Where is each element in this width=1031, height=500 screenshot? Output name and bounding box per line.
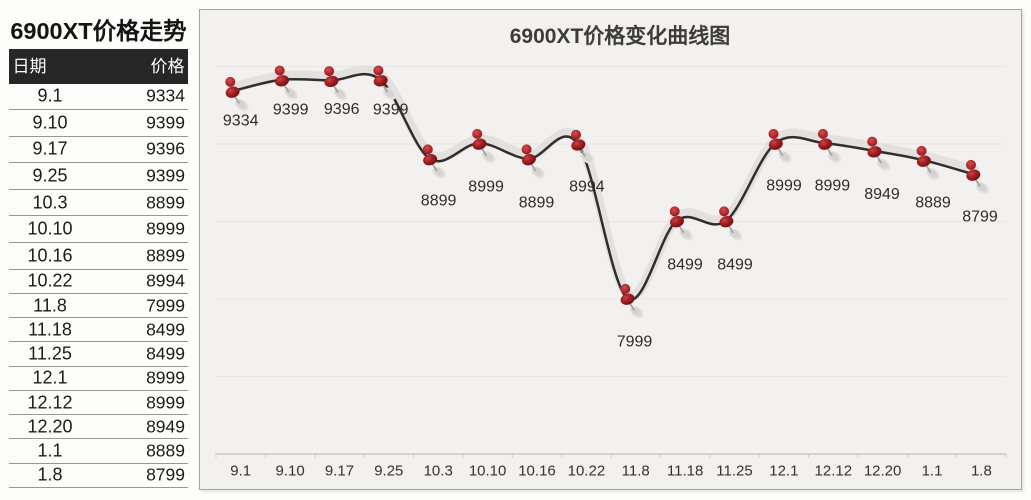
svg-text:8999: 8999 (468, 178, 504, 195)
svg-text:8949: 8949 (864, 186, 900, 203)
svg-text:10.10: 10.10 (469, 463, 507, 480)
svg-text:8994: 8994 (569, 178, 605, 195)
svg-text:1.8: 1.8 (971, 463, 992, 480)
svg-text:9.10: 9.10 (275, 463, 304, 480)
svg-text:10.22: 10.22 (568, 463, 606, 480)
svg-text:10.16: 10.16 (518, 463, 556, 480)
svg-text:11.18: 11.18 (667, 463, 703, 480)
svg-text:8499: 8499 (667, 257, 703, 274)
svg-text:8899: 8899 (421, 192, 457, 209)
svg-text:9399: 9399 (273, 102, 309, 119)
svg-text:8999: 8999 (815, 178, 851, 195)
svg-text:9396: 9396 (324, 101, 360, 118)
svg-text:12.12: 12.12 (815, 463, 853, 480)
svg-text:8799: 8799 (962, 209, 998, 226)
svg-text:8999: 8999 (766, 178, 802, 195)
svg-text:12.1: 12.1 (769, 463, 798, 480)
svg-text:7999: 7999 (617, 334, 653, 351)
svg-text:10.3: 10.3 (424, 463, 453, 480)
svg-text:11.8: 11.8 (622, 463, 650, 480)
svg-text:9.25: 9.25 (374, 463, 403, 480)
svg-text:11.25: 11.25 (716, 463, 752, 480)
svg-text:8889: 8889 (915, 195, 951, 212)
svg-text:9.1: 9.1 (230, 463, 251, 480)
svg-text:1.1: 1.1 (922, 463, 943, 480)
svg-text:8499: 8499 (717, 257, 753, 274)
svg-text:9.17: 9.17 (325, 463, 354, 480)
svg-text:12.20: 12.20 (864, 463, 902, 480)
svg-text:9399: 9399 (373, 102, 409, 119)
svg-text:8899: 8899 (519, 194, 555, 211)
svg-text:9334: 9334 (223, 113, 259, 130)
